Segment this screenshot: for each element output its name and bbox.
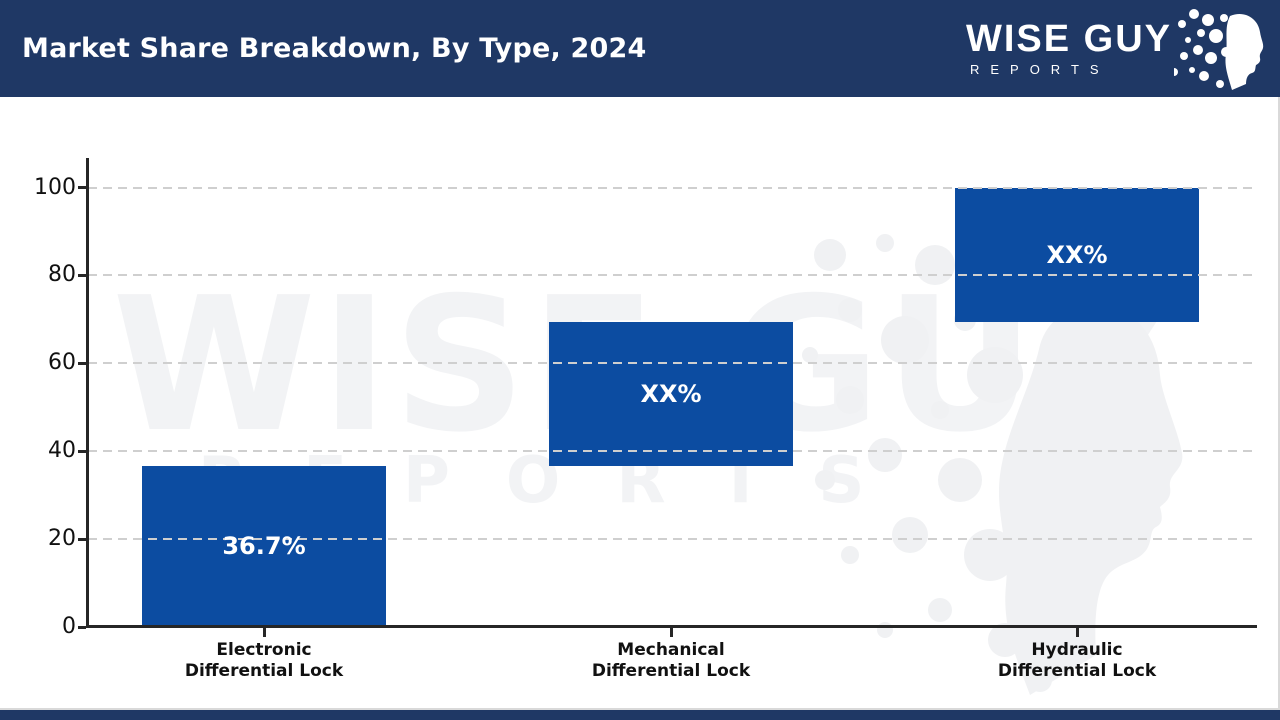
- page-title: Market Share Breakdown, By Type, 2024: [22, 33, 647, 64]
- y-tick-label-40: 40: [48, 438, 76, 464]
- gridline-60: [88, 362, 1257, 365]
- x-tick-1: [262, 628, 266, 637]
- footer-bar: [0, 710, 1280, 720]
- category-label-3: Hydraulic Differential Lock: [997, 640, 1157, 681]
- logo-subtitle: REPORTS: [969, 62, 1110, 77]
- x-tick-3: [1075, 628, 1079, 637]
- bar-value-label-3: XX%: [1046, 240, 1108, 269]
- y-tick-label-20: 20: [48, 526, 76, 552]
- y-tick-label-60: 60: [48, 350, 76, 376]
- y-tick-100: [78, 186, 86, 189]
- gridline-40: [88, 450, 1257, 453]
- category-label-1: Electronic Differential Lock: [184, 640, 344, 681]
- y-axis-line: [86, 158, 89, 627]
- bar-2: [549, 322, 793, 466]
- bar-3: [955, 187, 1199, 323]
- wise-guy-logo: WISE GUY REPORTS: [966, 6, 1266, 92]
- y-tick-label-0: 0: [62, 614, 76, 639]
- logo-head-icon: [1174, 8, 1264, 90]
- y-tick-20: [78, 537, 86, 541]
- bar-value-label-2: XX%: [640, 380, 702, 409]
- gridline-80: [88, 274, 1257, 277]
- y-tick-label-100: 100: [34, 174, 76, 200]
- gridline-100: [88, 186, 1257, 189]
- gridline-20: [88, 538, 1257, 541]
- y-tick-60: [78, 361, 86, 365]
- x-tick-2: [669, 628, 673, 637]
- y-tick-label-80: 80: [48, 262, 76, 288]
- y-tick-40: [78, 449, 86, 453]
- bottom-border-line: [0, 708, 1280, 710]
- logo-wordmark: WISE GUY: [965, 18, 1172, 60]
- header-banner: Market Share Breakdown, By Type, 2024 WI…: [0, 0, 1280, 97]
- y-tick-80: [78, 273, 86, 277]
- bar-value-label-1: 36.7%: [222, 532, 306, 561]
- category-label-2: Mechanical Differential Lock: [591, 640, 751, 681]
- bar-1: [142, 465, 386, 627]
- x-axis-line: [86, 625, 1257, 628]
- y-tick-0: [78, 625, 86, 629]
